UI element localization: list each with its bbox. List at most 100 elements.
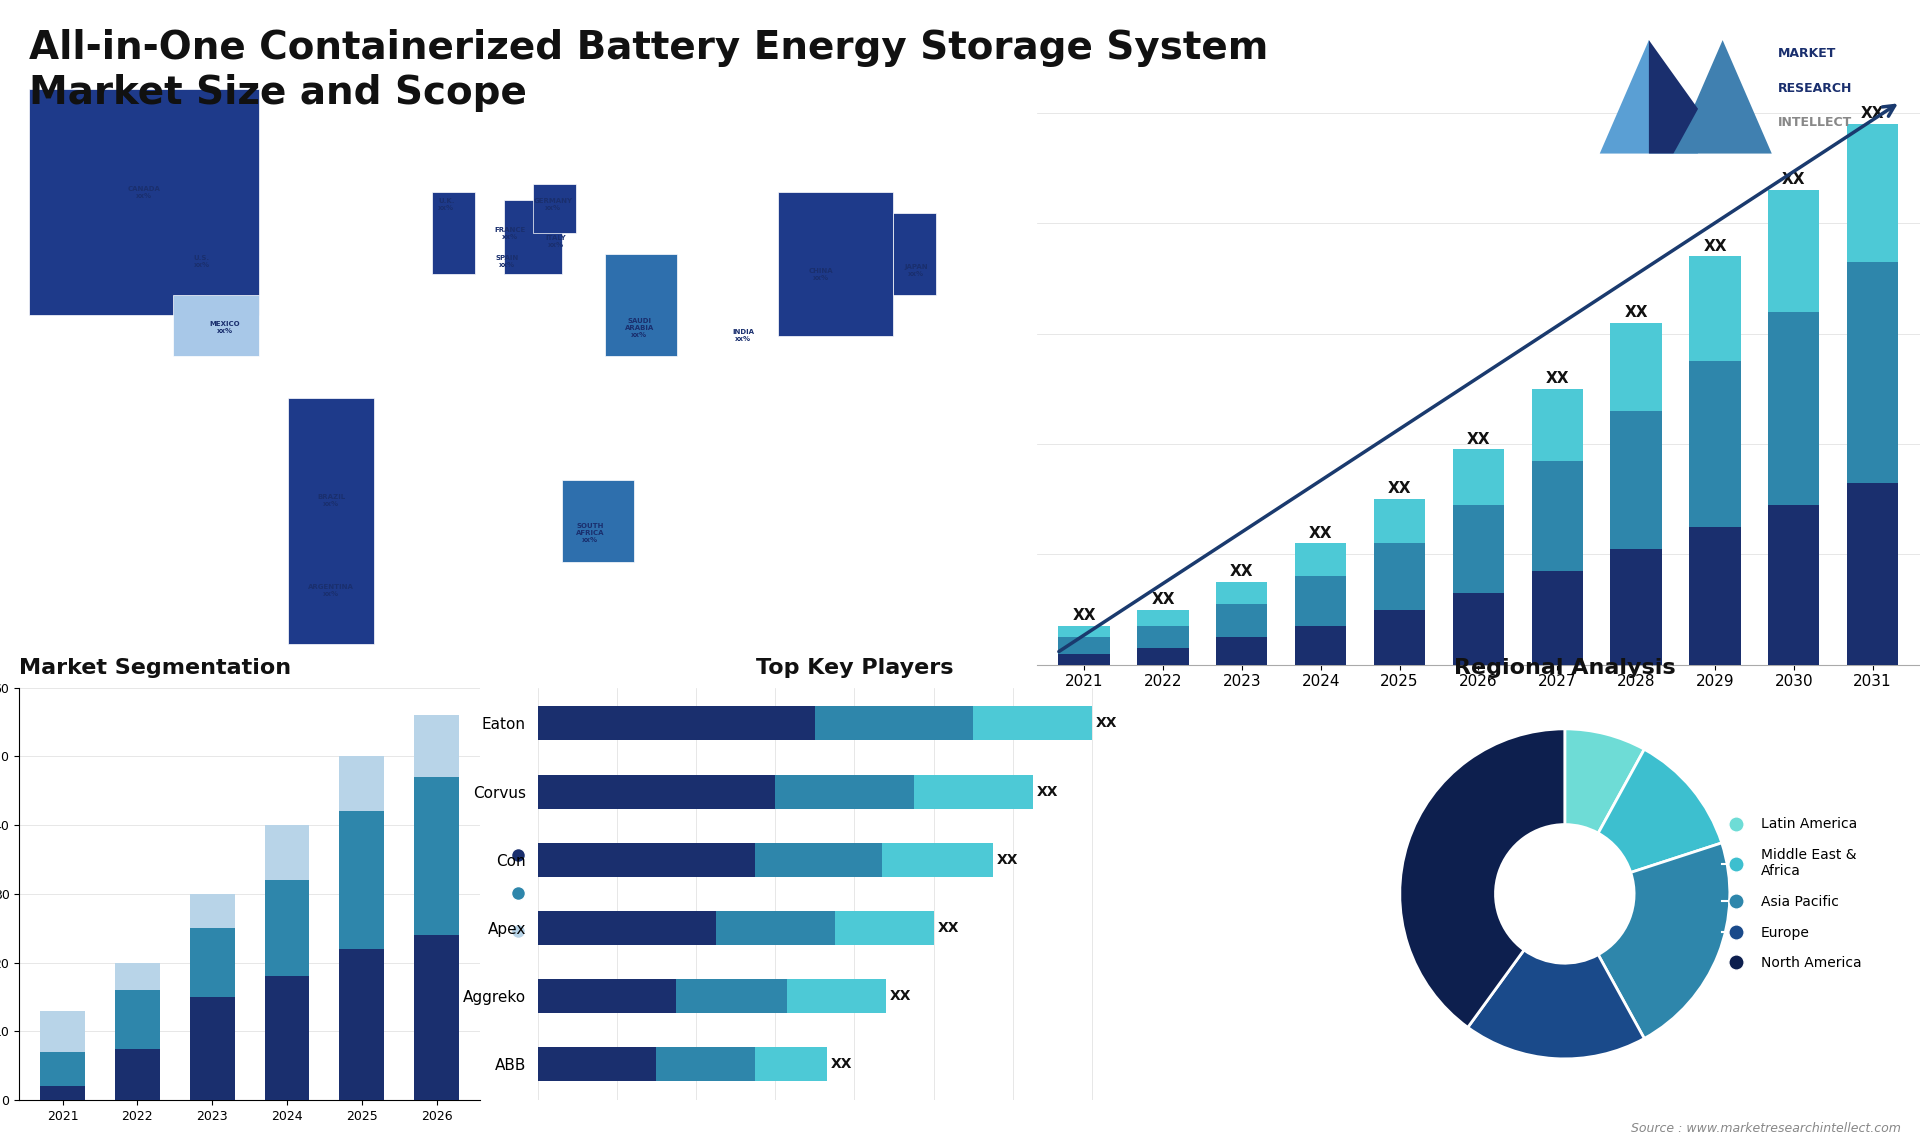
Text: XX: XX bbox=[1546, 371, 1569, 386]
Text: SOUTH
AFRICA
xx%: SOUTH AFRICA xx% bbox=[576, 524, 605, 543]
Bar bbox=[415, 715, 459, 777]
Bar bbox=[1137, 626, 1188, 649]
Bar bbox=[676, 979, 787, 1013]
Text: BRAZIL
xx%: BRAZIL xx% bbox=[317, 494, 346, 507]
Text: XX: XX bbox=[1309, 526, 1332, 541]
Text: XX: XX bbox=[891, 989, 912, 1003]
Text: XX: XX bbox=[937, 921, 960, 935]
Text: XX: XX bbox=[1073, 609, 1096, 623]
Title: Regional Analysis: Regional Analysis bbox=[1453, 658, 1676, 677]
Text: XX: XX bbox=[1152, 591, 1175, 606]
Bar bbox=[1296, 576, 1346, 626]
Text: ARGENTINA
xx%: ARGENTINA xx% bbox=[309, 584, 353, 597]
Bar bbox=[1296, 626, 1346, 665]
Bar bbox=[1768, 504, 1820, 665]
Bar bbox=[778, 193, 893, 336]
Bar bbox=[755, 1047, 828, 1082]
Text: CHINA
xx%: CHINA xx% bbox=[808, 268, 833, 281]
Bar bbox=[1058, 626, 1110, 637]
Bar bbox=[893, 213, 937, 295]
Bar bbox=[1137, 649, 1188, 665]
Bar bbox=[190, 928, 234, 997]
Text: U.K.
xx%: U.K. xx% bbox=[438, 198, 455, 211]
Bar bbox=[1690, 361, 1741, 527]
Text: JAPAN
xx%: JAPAN xx% bbox=[904, 264, 927, 276]
Bar bbox=[1215, 582, 1267, 604]
Bar bbox=[1058, 637, 1110, 653]
Bar bbox=[115, 963, 159, 990]
Bar bbox=[1215, 637, 1267, 665]
Text: SPAIN
xx%: SPAIN xx% bbox=[495, 256, 518, 268]
Legend: Type, Application, Geography: Type, Application, Geography bbox=[497, 842, 637, 945]
Bar bbox=[914, 775, 1033, 809]
Bar bbox=[1453, 449, 1503, 504]
Title: Top Key Players: Top Key Players bbox=[756, 658, 952, 677]
Text: XX: XX bbox=[1388, 481, 1411, 496]
Bar bbox=[340, 756, 384, 811]
Bar bbox=[40, 1052, 84, 1086]
Bar bbox=[173, 295, 259, 356]
Bar bbox=[432, 193, 476, 274]
Text: XX: XX bbox=[831, 1058, 852, 1072]
Bar bbox=[1453, 592, 1503, 665]
Text: FRANCE
xx%: FRANCE xx% bbox=[493, 227, 526, 240]
Bar bbox=[1375, 543, 1425, 610]
Bar bbox=[115, 990, 159, 1049]
Bar bbox=[835, 911, 933, 945]
Bar bbox=[1058, 653, 1110, 665]
Bar bbox=[115, 1049, 159, 1100]
Bar bbox=[973, 706, 1092, 740]
Bar bbox=[1611, 549, 1661, 665]
Bar bbox=[40, 1086, 84, 1100]
Bar bbox=[1611, 411, 1661, 549]
Text: XX: XX bbox=[1231, 564, 1254, 579]
Bar bbox=[755, 842, 881, 877]
Bar bbox=[190, 997, 234, 1100]
Text: U.S.
xx%: U.S. xx% bbox=[194, 256, 209, 268]
Bar bbox=[1375, 500, 1425, 543]
Wedge shape bbox=[1400, 729, 1565, 1027]
Text: Market Size and Scope: Market Size and Scope bbox=[29, 74, 526, 112]
Bar bbox=[1137, 610, 1188, 626]
Bar bbox=[538, 911, 716, 945]
Bar bbox=[787, 979, 887, 1013]
Bar bbox=[538, 1047, 657, 1082]
Bar bbox=[1453, 504, 1503, 592]
Text: INTELLECT: INTELLECT bbox=[1778, 116, 1853, 129]
Polygon shape bbox=[1649, 40, 1697, 154]
Text: INDIA
xx%: INDIA xx% bbox=[732, 329, 755, 343]
Bar bbox=[1296, 543, 1346, 576]
Bar bbox=[814, 706, 973, 740]
Bar bbox=[265, 825, 309, 880]
Polygon shape bbox=[1599, 40, 1697, 154]
Bar bbox=[29, 89, 259, 315]
Text: MEXICO
xx%: MEXICO xx% bbox=[209, 321, 240, 335]
Bar bbox=[415, 777, 459, 935]
Bar bbox=[340, 811, 384, 949]
Text: CANADA
xx%: CANADA xx% bbox=[127, 186, 161, 198]
Legend: Latin America, Middle East &
Africa, Asia Pacific, Europe, North America: Latin America, Middle East & Africa, Asi… bbox=[1716, 811, 1866, 976]
Bar bbox=[1690, 257, 1741, 361]
Text: XX: XX bbox=[1467, 432, 1490, 447]
Bar bbox=[538, 706, 814, 740]
Bar bbox=[190, 894, 234, 928]
Bar bbox=[538, 842, 755, 877]
Bar bbox=[534, 183, 576, 233]
Text: XX: XX bbox=[1037, 785, 1058, 799]
Bar bbox=[505, 201, 563, 274]
Bar bbox=[1847, 124, 1899, 262]
Bar bbox=[605, 253, 678, 356]
Bar bbox=[1768, 190, 1820, 312]
Bar bbox=[1532, 461, 1582, 571]
Bar bbox=[265, 976, 309, 1100]
Polygon shape bbox=[1674, 40, 1772, 154]
Text: GERMANY
xx%: GERMANY xx% bbox=[534, 198, 572, 211]
Bar bbox=[1690, 527, 1741, 665]
Bar bbox=[1847, 482, 1899, 665]
Text: XX: XX bbox=[1860, 107, 1884, 121]
Text: XX: XX bbox=[1624, 305, 1647, 320]
Text: XX: XX bbox=[1096, 716, 1117, 730]
Bar bbox=[776, 775, 914, 809]
Bar bbox=[1611, 322, 1661, 411]
Bar bbox=[657, 1047, 755, 1082]
